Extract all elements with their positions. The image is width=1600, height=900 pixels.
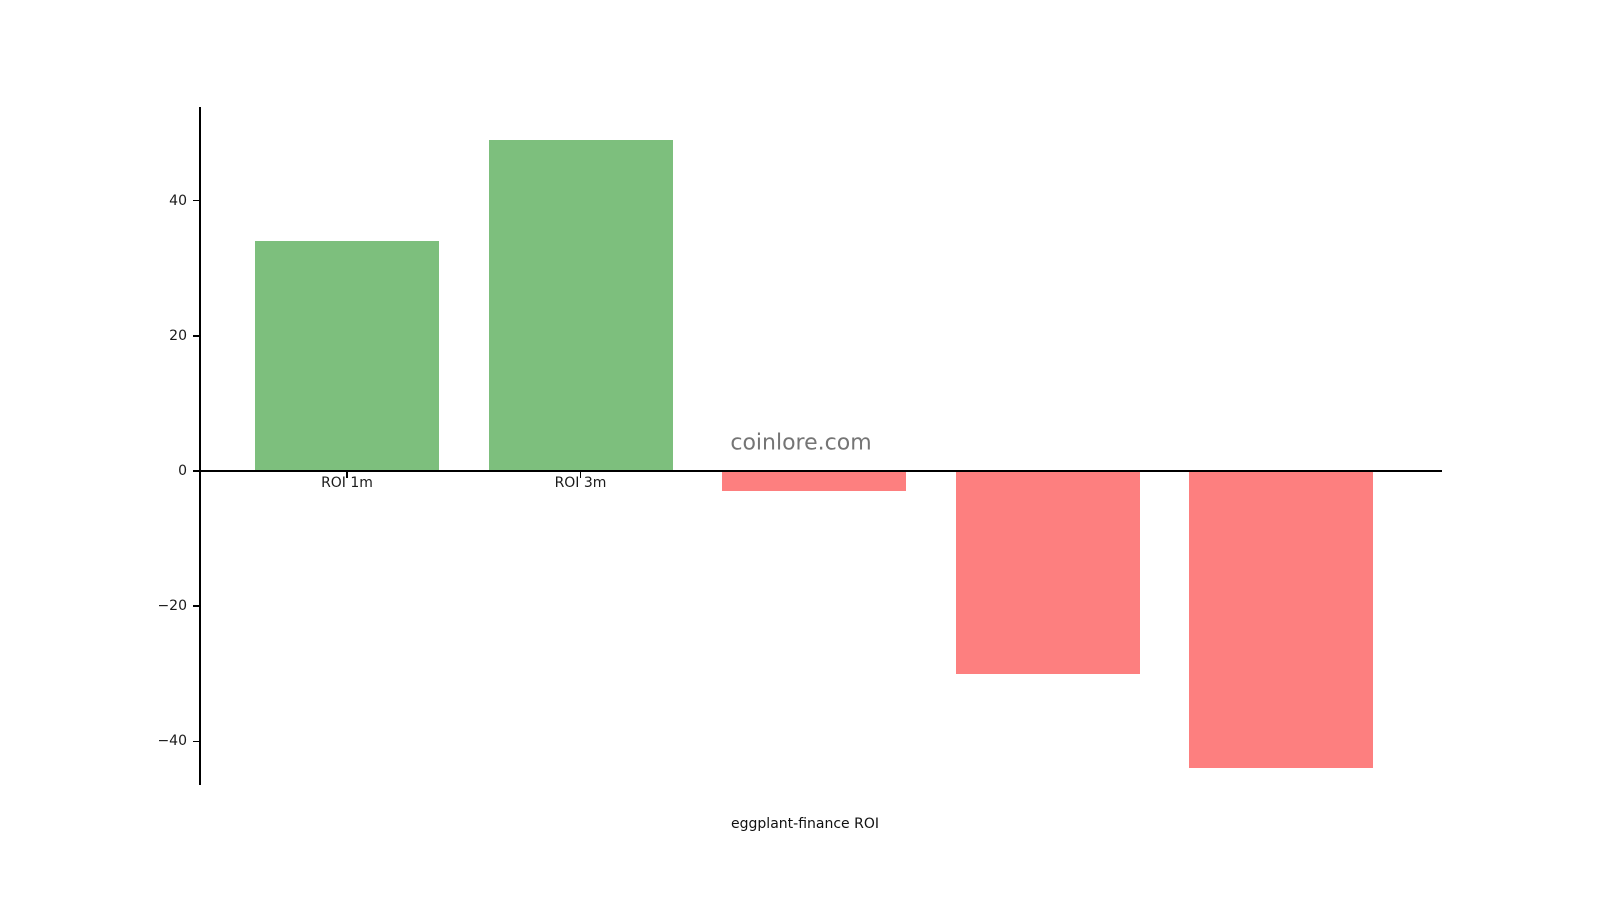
y-tick-label: −40 xyxy=(157,733,187,750)
x-tick-label: ROI 3m xyxy=(554,475,607,491)
y-tick-label: 40 xyxy=(169,192,187,209)
roi-bar xyxy=(1189,471,1373,769)
roi-bar xyxy=(722,471,906,492)
y-tick-mark xyxy=(193,335,200,337)
x-tick-mark xyxy=(346,471,348,478)
roi-bar xyxy=(955,471,1140,674)
y-tick-mark xyxy=(193,605,200,607)
y-axis-line xyxy=(199,107,201,785)
y-tick-mark xyxy=(193,199,200,202)
y-tick-mark xyxy=(193,740,200,743)
x-tick-mark xyxy=(579,471,582,478)
y-tick-label: −20 xyxy=(157,598,187,615)
x-tick-label: ROI 1m xyxy=(321,475,373,491)
roi-bar xyxy=(255,241,439,471)
roi-bar xyxy=(488,139,673,471)
y-tick-mark xyxy=(193,470,200,472)
y-tick-label: 0 xyxy=(178,463,187,479)
chart-title: eggplant-finance ROI xyxy=(731,816,879,832)
watermark-text: coinlore.com xyxy=(730,430,872,456)
y-tick-label: 20 xyxy=(169,327,187,344)
x-axis-line xyxy=(200,470,1442,472)
